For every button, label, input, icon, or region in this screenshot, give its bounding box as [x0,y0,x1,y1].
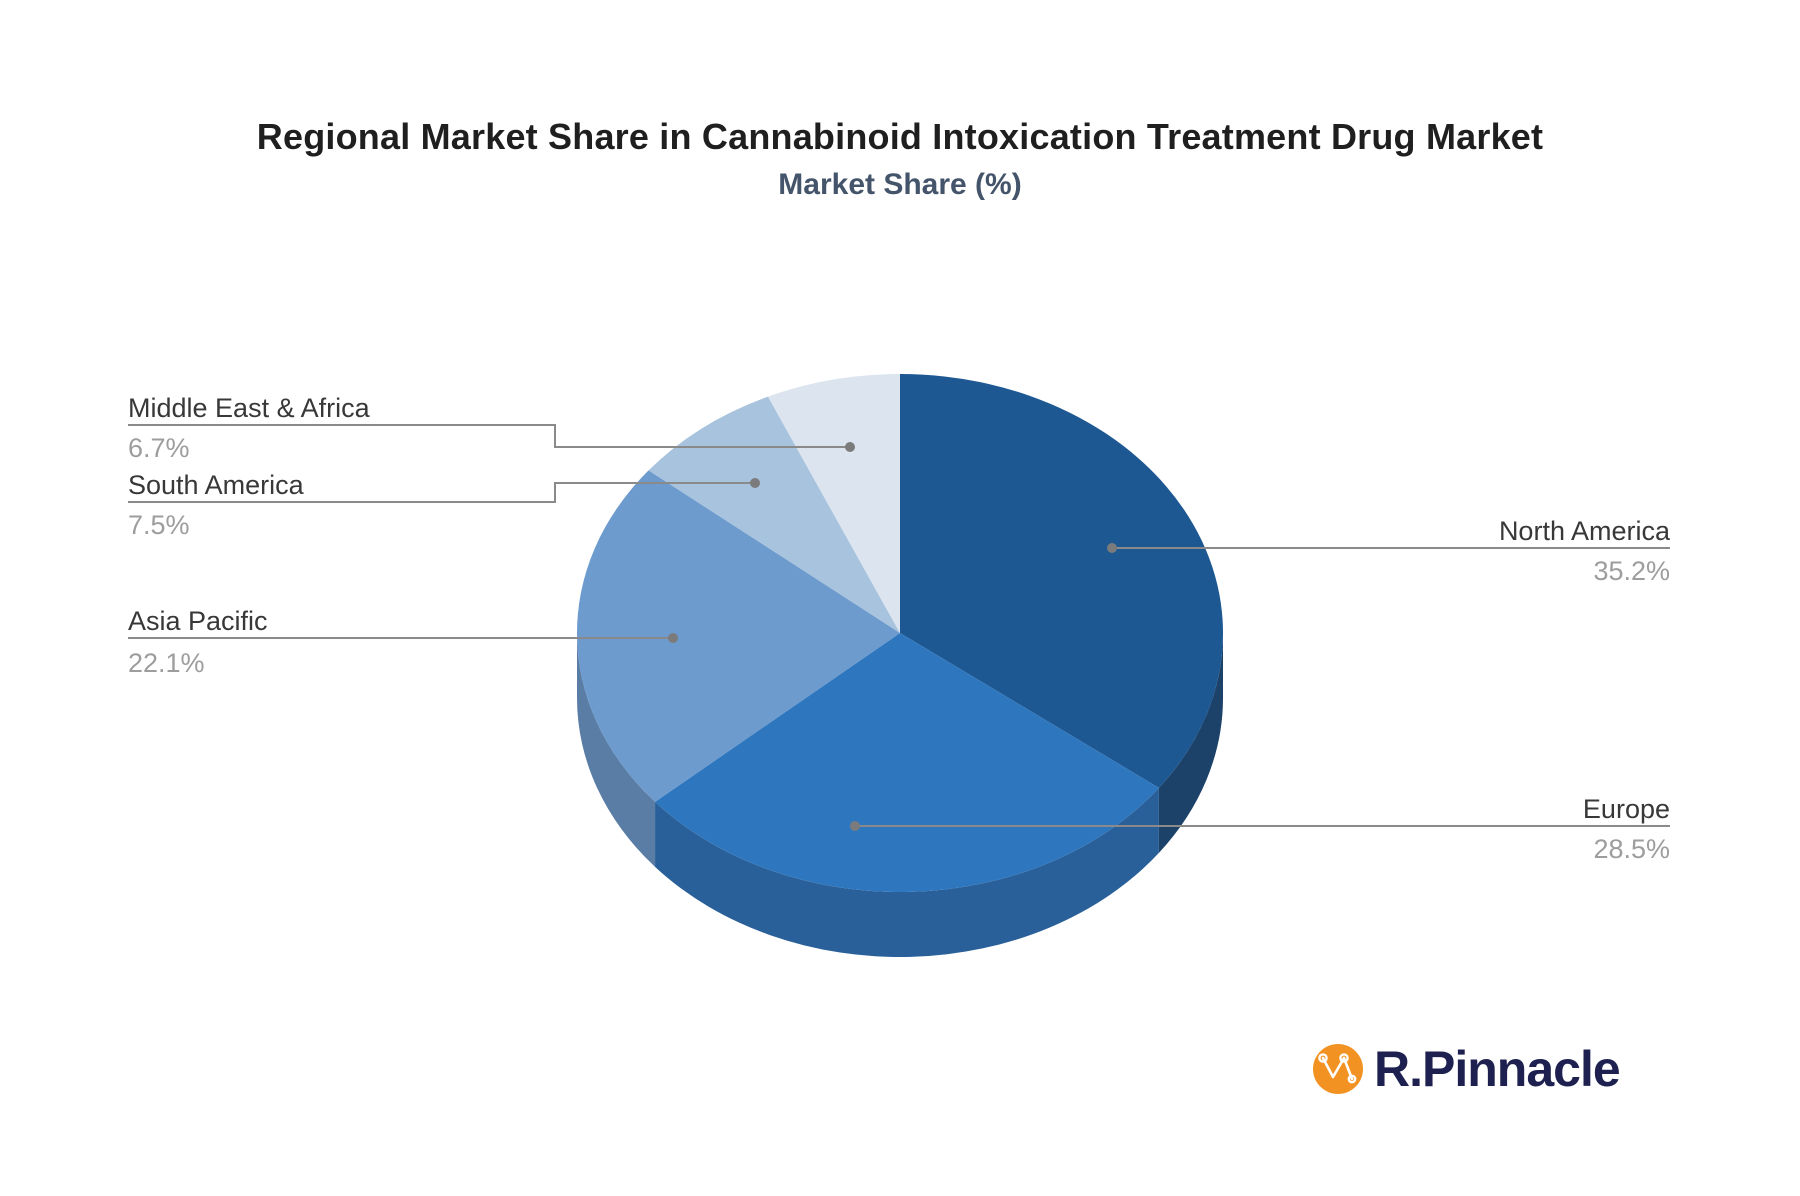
callout-dot-1 [850,821,860,831]
callout-line-3 [128,482,755,503]
callout-dot-4 [845,442,855,452]
slice-label-north-america: North America [1498,516,1670,546]
brand-logo: R.Pinnacle [1312,1040,1621,1098]
pie-slice-2 [577,470,900,802]
slice-value-south-america: 7.5% [128,510,190,540]
network-nodes-icon [1313,1044,1363,1094]
slice-value-asia-pacific: 22.1% [128,648,205,678]
slice-label-europe: Europe [1582,794,1670,824]
pie-slice-1 [655,633,1159,893]
callout-dot-2 [668,633,678,643]
pie-slice-4 [768,374,900,633]
callout-dot-3 [750,478,760,488]
slice-label-middle-east-africa: Middle East & Africa [128,393,370,423]
slice-label-south-america: South America [128,470,304,500]
pie-slice-0 [900,374,1224,788]
pie-slice-3 [648,396,900,633]
slice-label-asia-pacific: Asia Pacific [128,606,268,636]
pie-slice-side-0 [1158,633,1223,853]
slice-value-europe: 28.5% [1593,834,1670,864]
pie-slice-side-1 [655,787,1159,958]
callout-line-4 [128,424,850,448]
callout-dot-0 [1107,543,1117,553]
slice-value-middle-east-africa: 6.7% [128,433,190,463]
chart-subtitle: Market Share (%) [778,168,1022,201]
slice-value-north-america: 35.2% [1593,556,1670,586]
pie-slice-side-2 [577,633,656,867]
brand-name: R.Pinnacle [1374,1041,1621,1097]
chart-title: Regional Market Share in Cannabinoid Int… [256,116,1544,157]
